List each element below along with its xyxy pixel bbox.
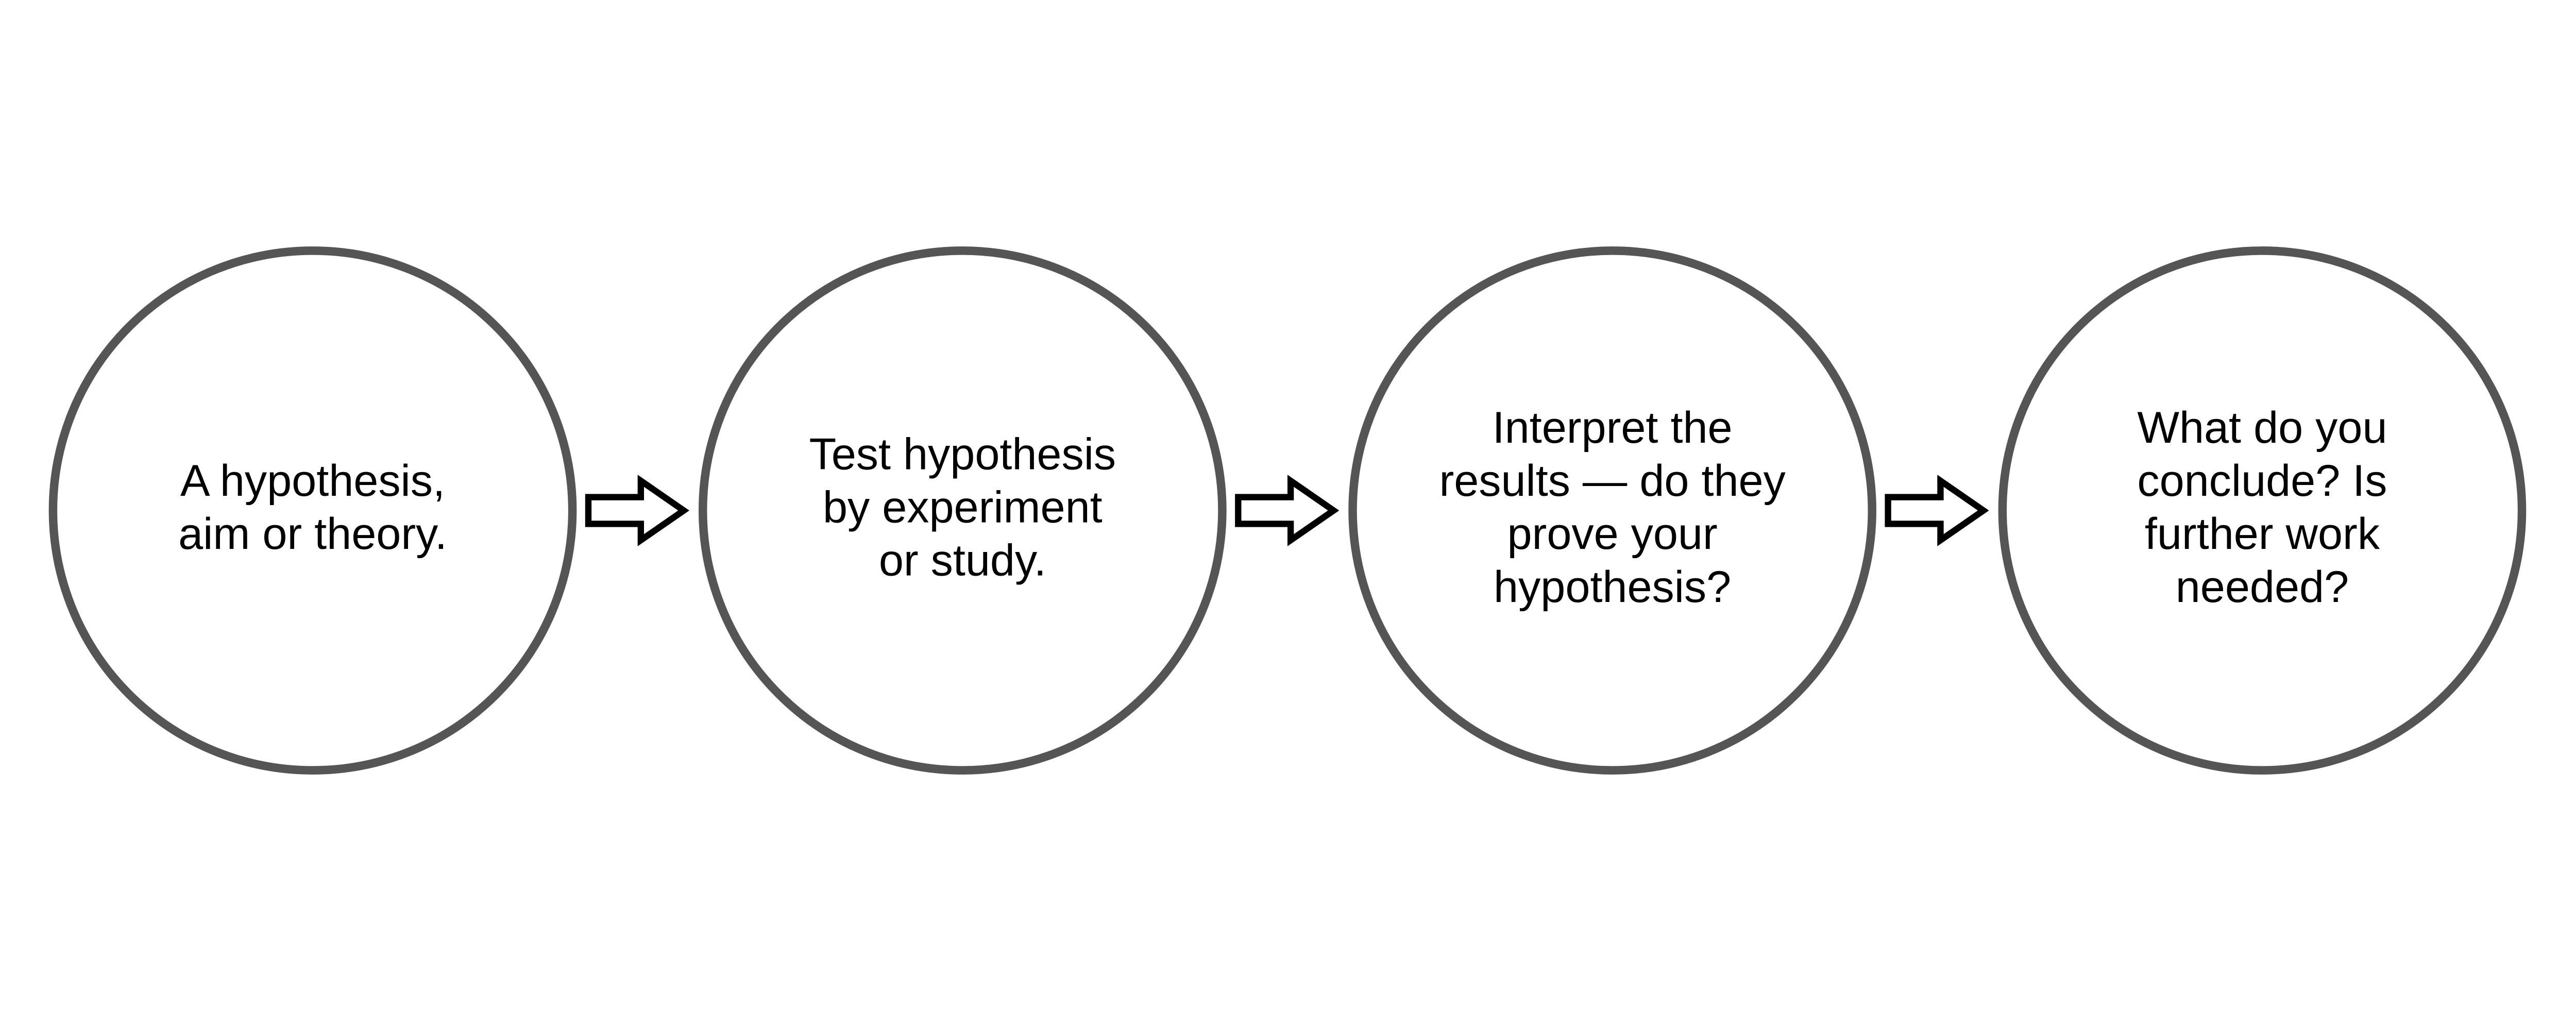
flow-node-2: Test hypothesisby experimentor study. (703, 250, 1222, 770)
arrow-icon (1238, 481, 1333, 540)
flowchart-diagram: A hypothesis,aim or theory. Test hypothes… (0, 0, 2576, 1021)
flow-node-3: Interpret theresults — do theyprove your… (1353, 250, 1872, 770)
flow-node-1: A hypothesis,aim or theory. (53, 250, 572, 770)
flow-node-4: What do youconclude? Isfurther workneede… (2003, 250, 2522, 770)
arrow-icon (1888, 481, 1984, 540)
arrow-icon (588, 481, 684, 540)
